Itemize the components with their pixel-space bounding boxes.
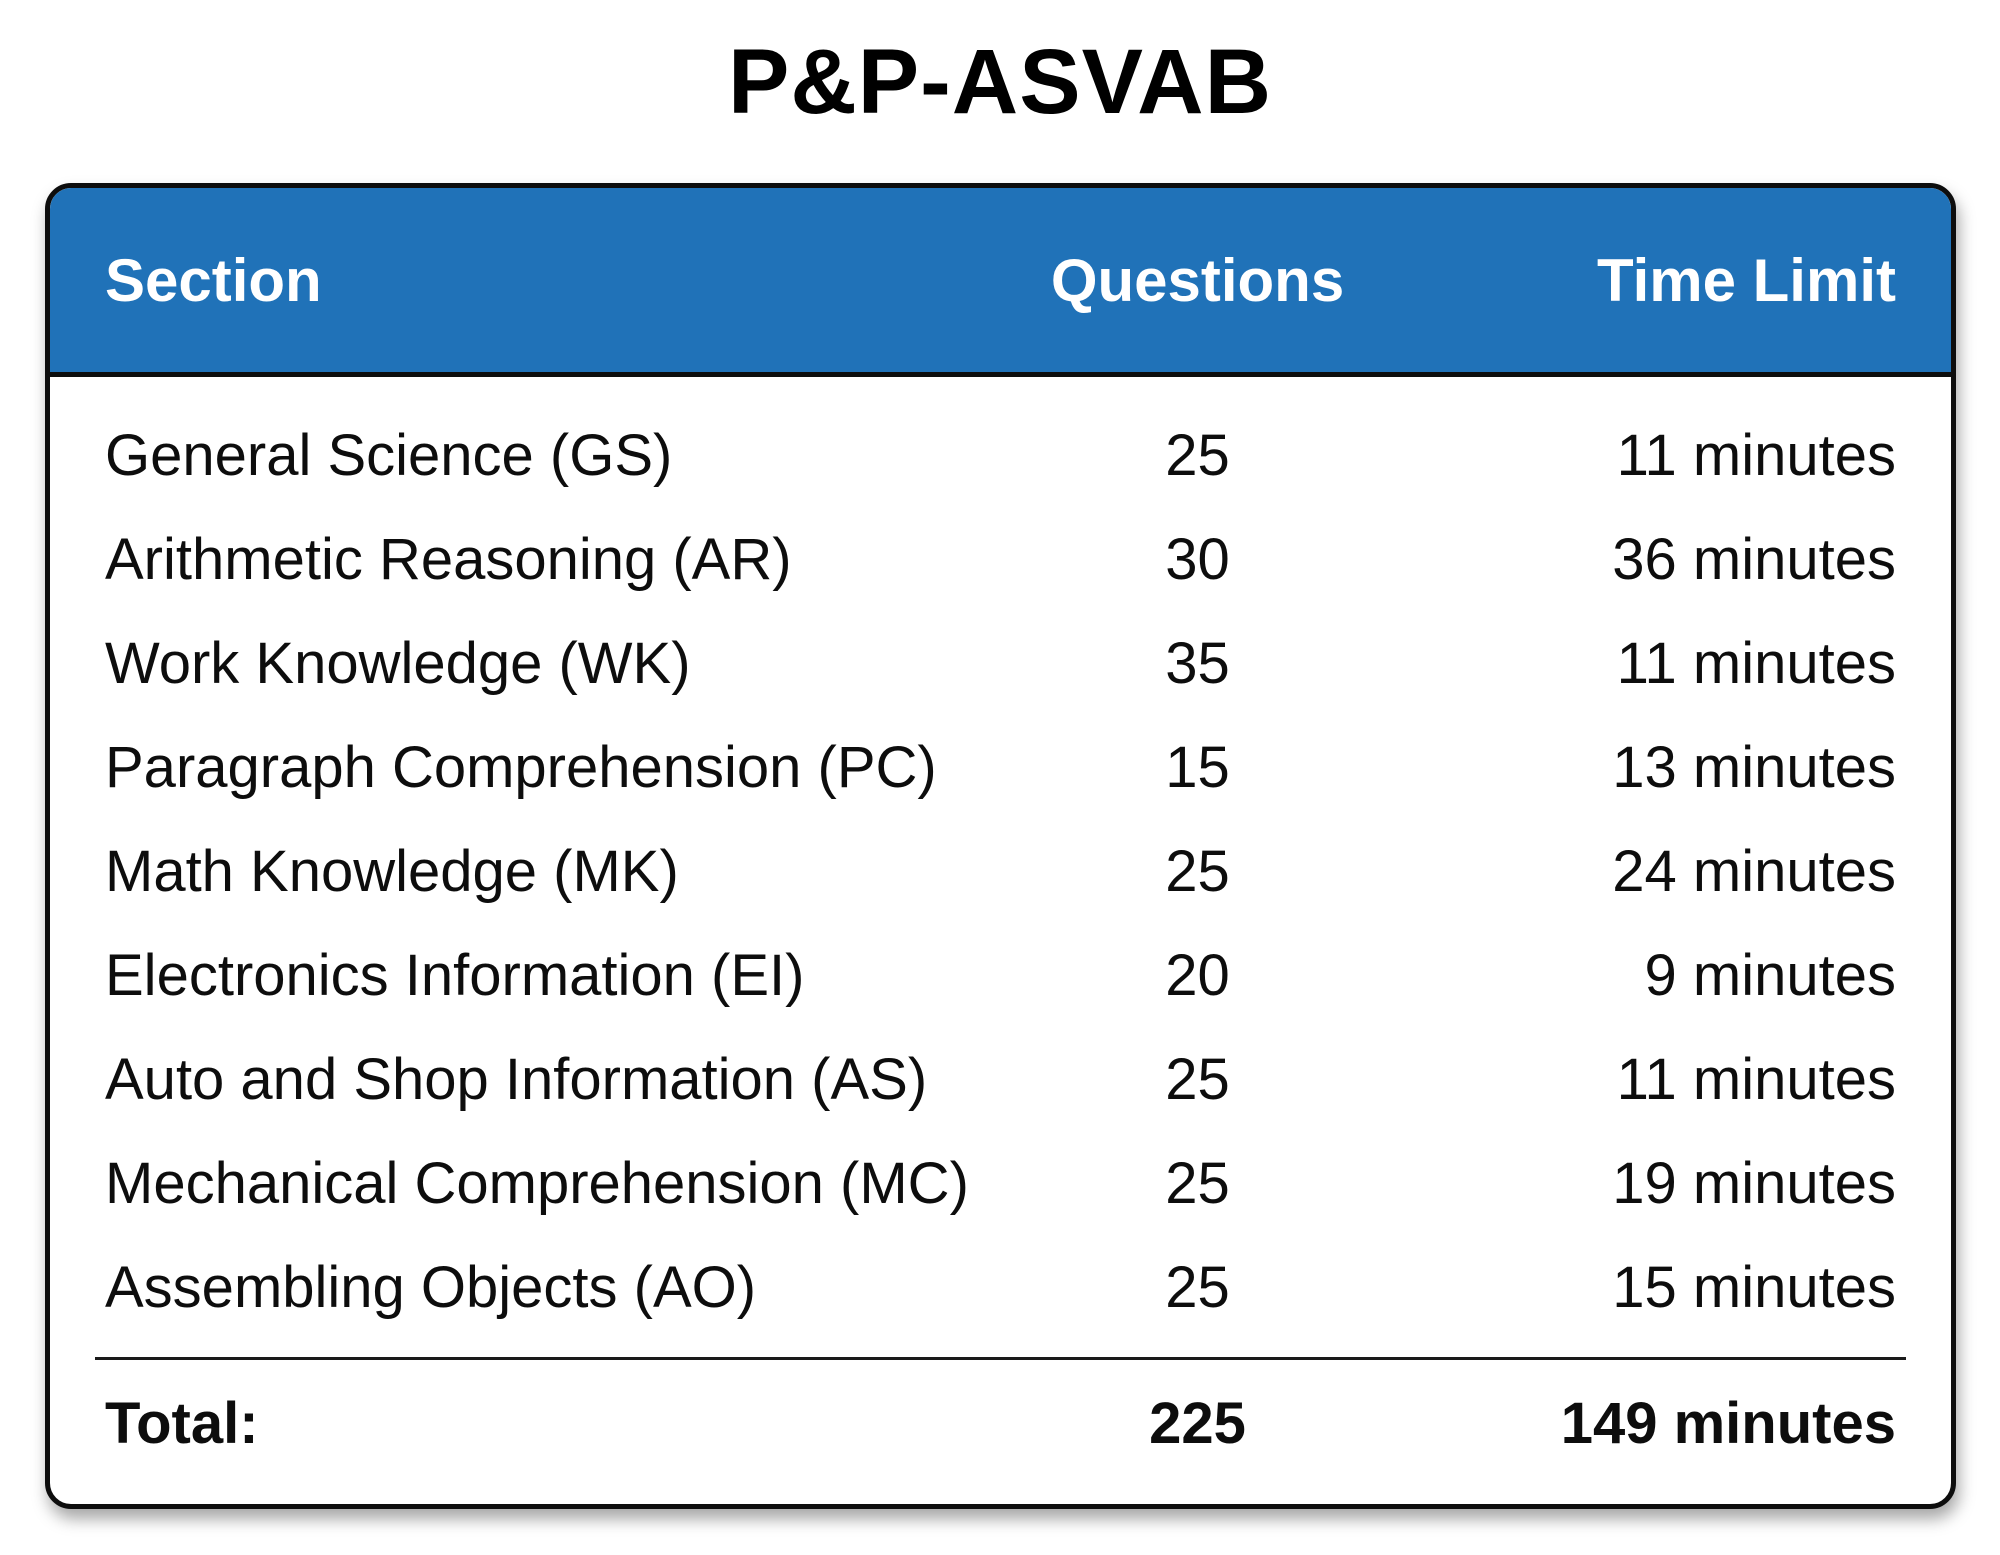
cell-time: 15 minutes [1612, 1254, 1896, 1320]
table-row: Arithmetic Reasoning (AR) 30 36 minutes [105, 507, 1896, 611]
table-row: General Science (GS) 25 11 minutes [105, 403, 1896, 507]
asvab-table-card: Section Questions Time Limit General Sci… [45, 183, 1956, 1509]
cell-section: Auto and Shop Information (AS) [105, 1046, 928, 1112]
cell-questions: 35 [1165, 630, 1230, 696]
table-row: Mechanical Comprehension (MC) 25 19 minu… [105, 1131, 1896, 1235]
cell-questions: 25 [1165, 422, 1230, 488]
table-row: Work Knowledge (WK) 35 11 minutes [105, 611, 1896, 715]
cell-section: Math Knowledge (MK) [105, 838, 679, 904]
cell-time: 11 minutes [1616, 422, 1896, 488]
cell-section: Electronics Information (EI) [105, 942, 805, 1008]
cell-section: Paragraph Comprehension (PC) [105, 734, 937, 800]
cell-questions: 25 [1165, 1046, 1230, 1112]
table-header-row: Section Questions Time Limit [50, 188, 1951, 377]
cell-time: 11 minutes [1616, 630, 1896, 696]
cell-time: 13 minutes [1612, 734, 1896, 800]
table-row: Auto and Shop Information (AS) 25 11 min… [105, 1027, 1896, 1131]
header-questions: Questions [1050, 246, 1345, 314]
table-body: General Science (GS) 25 11 minutes Arith… [50, 377, 1951, 1478]
total-row: Total: 225 149 minutes [105, 1368, 1896, 1478]
cell-section: Work Knowledge (WK) [105, 630, 691, 696]
table-row: Math Knowledge (MK) 25 24 minutes [105, 819, 1896, 923]
cell-questions: 15 [1165, 734, 1230, 800]
cell-time: 19 minutes [1612, 1150, 1896, 1216]
cell-section: Assembling Objects (AO) [105, 1254, 757, 1320]
total-time: 149 minutes [1560, 1390, 1896, 1456]
table-row: Electronics Information (EI) 20 9 minute… [105, 923, 1896, 1027]
header-section: Section [105, 246, 322, 314]
cell-questions: 20 [1165, 942, 1230, 1008]
cell-questions: 30 [1165, 526, 1230, 592]
cell-section: Mechanical Comprehension (MC) [105, 1150, 969, 1216]
page-title: P&P-ASVAB [727, 31, 1273, 133]
cell-questions: 25 [1165, 838, 1230, 904]
total-label: Total: [105, 1390, 259, 1456]
cell-time: 36 minutes [1612, 526, 1896, 592]
table-row: Paragraph Comprehension (PC) 15 13 minut… [105, 715, 1896, 819]
cell-time: 24 minutes [1612, 838, 1896, 904]
cell-section: Arithmetic Reasoning (AR) [105, 526, 792, 592]
header-time-limit: Time Limit [1597, 246, 1896, 314]
total-questions: 225 [1149, 1390, 1246, 1456]
cell-time: 9 minutes [1644, 942, 1896, 1008]
cell-questions: 25 [1165, 1150, 1230, 1216]
total-divider [95, 1357, 1906, 1360]
cell-questions: 25 [1165, 1254, 1230, 1320]
table-row: Assembling Objects (AO) 25 15 minutes [105, 1235, 1896, 1339]
cell-time: 11 minutes [1616, 1046, 1896, 1112]
cell-section: General Science (GS) [105, 422, 673, 488]
